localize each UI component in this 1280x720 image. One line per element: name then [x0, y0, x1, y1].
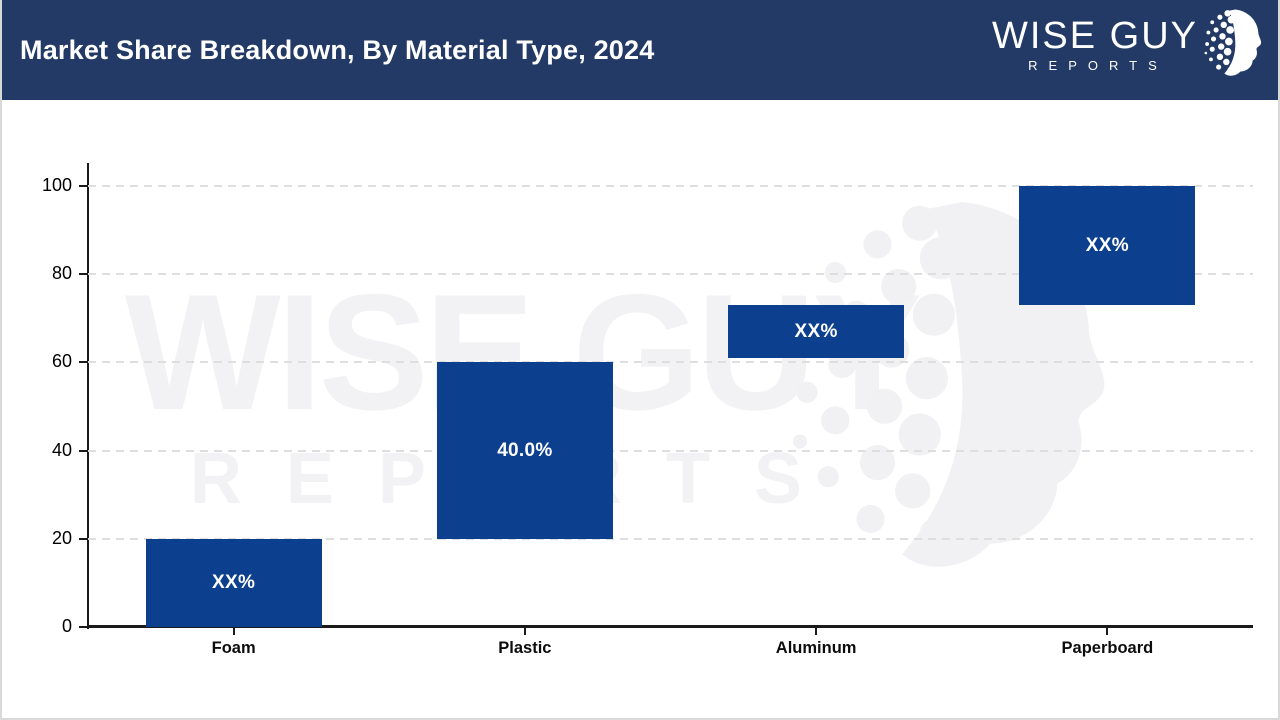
- gridline: [88, 449, 1253, 452]
- y-axis: [87, 163, 89, 629]
- x-tick: [232, 628, 235, 635]
- y-tick-label: 80: [51, 263, 72, 284]
- bar-plastic: 40.0%: [436, 362, 613, 539]
- x-tick: [1106, 628, 1109, 635]
- wiseguy-logo: WISE GUY REPORTS: [992, 6, 1266, 84]
- y-tick-label: 40: [51, 439, 72, 460]
- y-tick: [79, 361, 88, 364]
- x-tick: [523, 628, 526, 635]
- bar-value-label: XX%: [1085, 234, 1129, 256]
- x-axis: [87, 625, 1253, 628]
- y-tick-label: 20: [51, 527, 72, 548]
- bar-value-label: XX%: [794, 320, 838, 342]
- plot-area: 0 20 40 60 80 100 XX% Foam 40.0% Plastic XX% Alumin…: [42, 163, 1253, 657]
- y-tick: [79, 626, 88, 628]
- y-tick-label: 0: [61, 616, 72, 636]
- bar-paperboard: XX%: [1019, 186, 1196, 306]
- y-tick: [79, 273, 88, 276]
- gridline: [88, 537, 1253, 540]
- page-title: Market Share Breakdown, By Material Type…: [20, 34, 655, 65]
- bar-value-label: 40.0%: [497, 439, 553, 461]
- y-tick: [79, 185, 88, 187]
- y-tick: [79, 449, 88, 452]
- y-tick-label: 60: [51, 351, 72, 372]
- logo-wordmark: WISE GUY: [991, 15, 1198, 58]
- x-label-plastic: Plastic: [498, 639, 552, 657]
- gridline: [88, 185, 1253, 187]
- x-label-paperboard: Paperboard: [1061, 639, 1154, 657]
- y-tick: [79, 537, 88, 540]
- logo-subtitle: REPORTS: [1028, 57, 1168, 73]
- gridline: [88, 273, 1253, 276]
- wiseguy-face-icon: [1204, 9, 1262, 76]
- y-tick-label: 100: [41, 175, 72, 195]
- x-label-foam: Foam: [211, 639, 256, 657]
- watermark-face-icon: [793, 202, 1105, 567]
- gridline: [88, 361, 1253, 364]
- bar-foam: XX%: [145, 538, 322, 627]
- wiseguy-logo-text: WISE GUY REPORTS: [991, 15, 1198, 73]
- x-label-aluminum: Aluminum: [775, 639, 857, 657]
- bar-aluminum: XX%: [728, 305, 905, 358]
- x-tick: [815, 628, 818, 635]
- bar-value-label: XX%: [212, 571, 256, 593]
- header-bar: Market Share Breakdown, By Material Type…: [0, 0, 1280, 100]
